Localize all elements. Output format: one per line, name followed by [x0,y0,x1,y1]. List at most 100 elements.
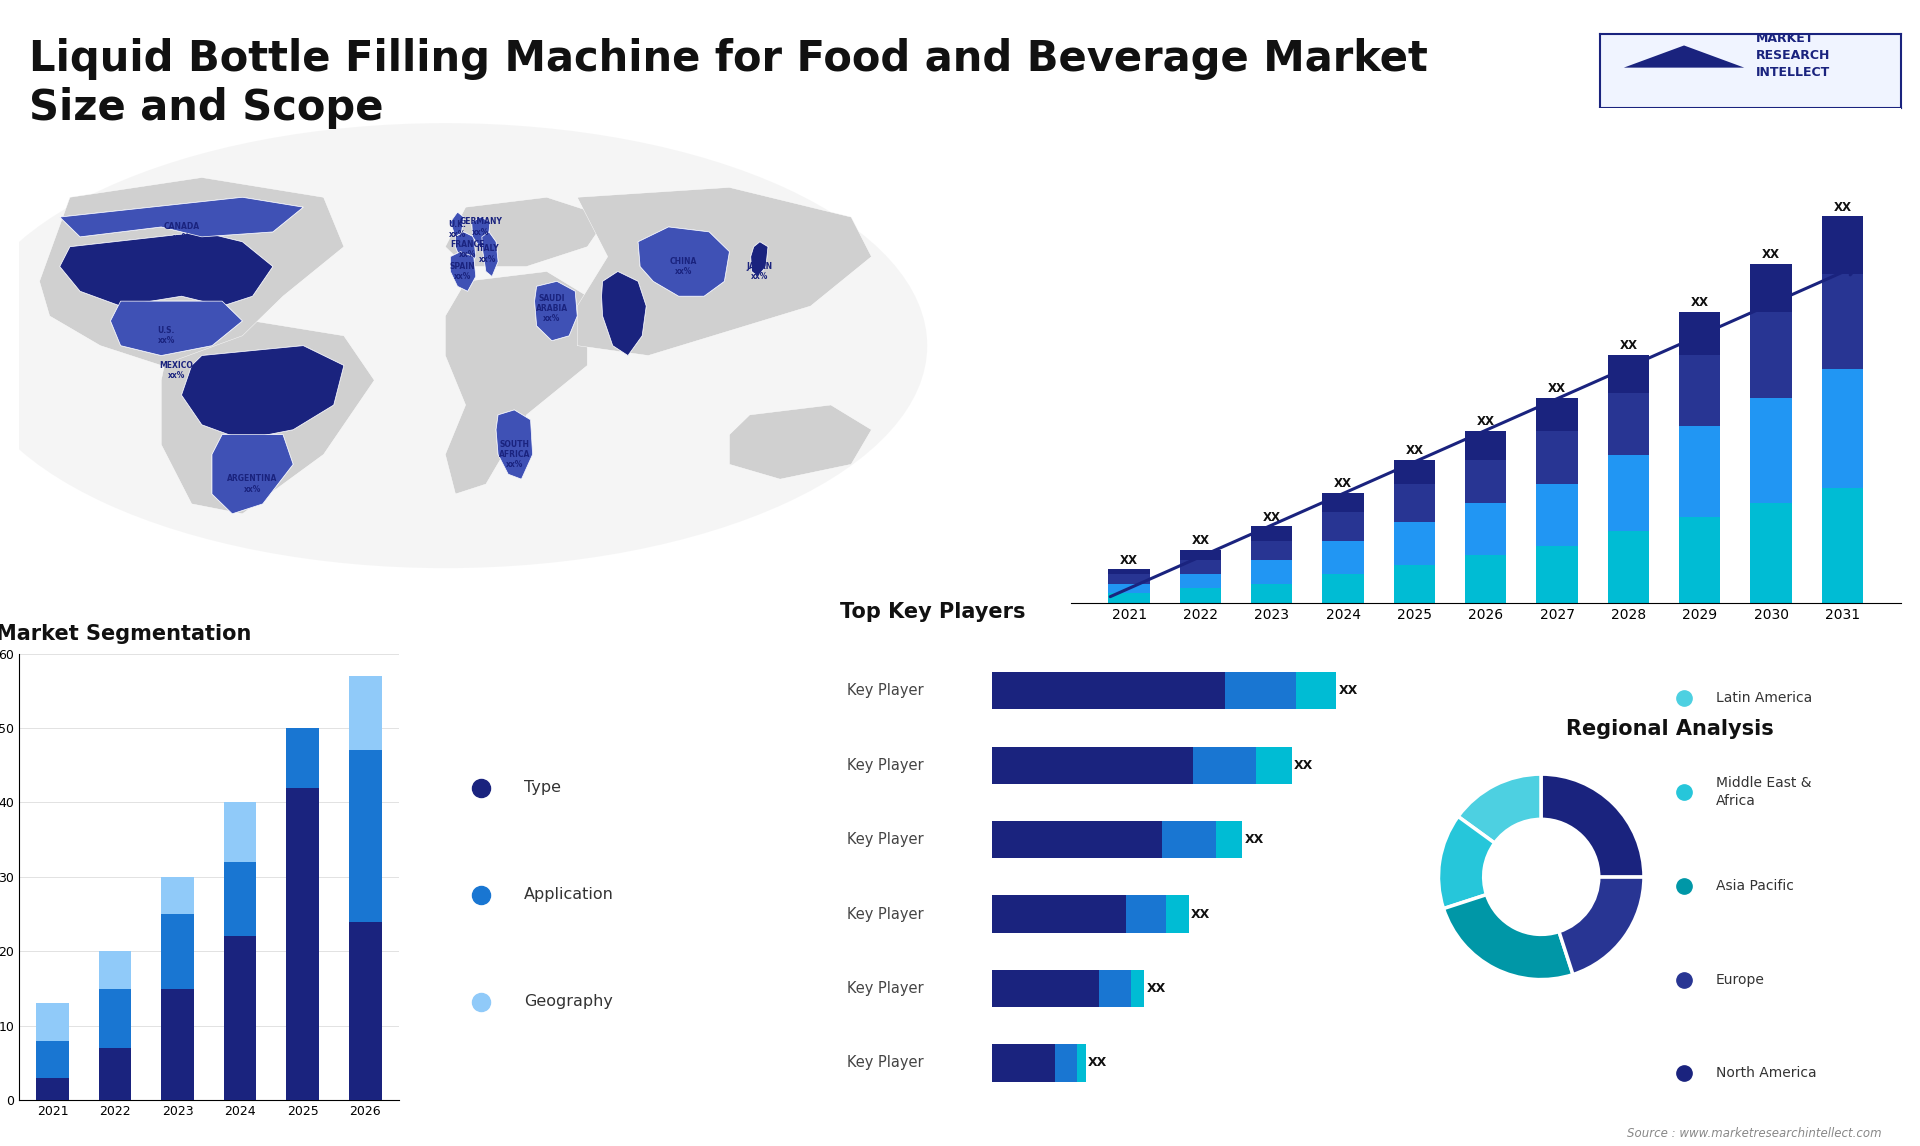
Polygon shape [182,346,344,440]
Bar [1323,493,1363,512]
Polygon shape [451,212,463,237]
Bar [1607,455,1649,532]
Polygon shape [482,231,497,276]
Polygon shape [637,227,730,296]
Text: Key Player: Key Player [847,832,924,847]
Bar [1680,517,1720,603]
Polygon shape [451,252,476,291]
Bar [1680,426,1720,517]
Bar [1323,574,1363,603]
Bar [1215,821,1242,858]
Text: Key Player: Key Player [847,906,924,921]
Text: Liquid Bottle Filling Machine for Food and Beverage Market
Size and Scope: Liquid Bottle Filling Machine for Food a… [29,38,1427,128]
Polygon shape [482,231,497,276]
Ellipse shape [0,123,927,568]
Polygon shape [601,272,647,355]
Text: XX: XX [1192,534,1210,548]
Bar [1607,532,1649,603]
Bar [286,787,319,1100]
Wedge shape [1457,774,1542,843]
Bar [161,989,194,1100]
Text: Key Player: Key Player [847,1055,924,1070]
Polygon shape [60,231,273,306]
Bar [1465,503,1507,555]
Bar [161,915,194,989]
Polygon shape [730,405,872,479]
Bar [1751,503,1791,603]
Bar [1225,673,1296,709]
Polygon shape [161,316,374,513]
Text: XX: XX [1476,415,1496,429]
Bar [1252,526,1292,541]
Text: XX: XX [1548,382,1567,395]
Bar [1822,274,1862,369]
Bar [1822,488,1862,603]
Bar [349,751,382,921]
Bar [1822,369,1862,488]
Bar [1465,555,1507,603]
Bar [225,936,257,1100]
Polygon shape [495,410,532,479]
Text: JAPAN
xx%: JAPAN xx% [747,261,774,281]
Bar [36,1078,69,1100]
Bar [1751,398,1791,503]
Bar [1167,895,1188,933]
Bar [1252,541,1292,560]
Bar [1323,512,1363,541]
Bar [1108,583,1150,594]
Text: Europe: Europe [1716,973,1764,987]
Text: North America: North America [1716,1067,1816,1081]
Text: GERMANY
xx%: GERMANY xx% [459,218,503,237]
Bar [1108,574,1150,583]
Bar [1194,746,1256,784]
Text: MEXICO
xx%: MEXICO xx% [159,361,194,380]
Text: XX: XX [1263,511,1281,524]
Bar [1127,895,1167,933]
Polygon shape [182,346,344,440]
Polygon shape [60,197,303,237]
Polygon shape [445,197,607,267]
Bar [1131,970,1144,1007]
Text: Top Key Players: Top Key Players [841,603,1025,622]
Bar [1108,594,1150,603]
Bar [286,728,319,787]
Polygon shape [751,242,768,276]
Bar [993,821,1162,858]
Bar [1323,541,1363,574]
Bar [1054,1044,1077,1082]
Bar [1296,673,1336,709]
Text: XX: XX [1405,444,1423,457]
Polygon shape [534,282,578,340]
Bar [1394,484,1434,521]
Polygon shape [451,212,463,237]
Wedge shape [1559,877,1644,974]
Text: XX: XX [1119,554,1139,566]
Text: XX: XX [1619,339,1638,352]
Bar [36,1041,69,1078]
Title: Regional Analysis: Regional Analysis [1567,719,1774,738]
Bar [100,1049,131,1100]
Polygon shape [472,217,490,246]
Text: XX: XX [1338,684,1357,697]
Bar [1751,264,1791,312]
Bar [36,1004,69,1041]
Wedge shape [1444,895,1572,980]
Wedge shape [1542,774,1644,877]
Text: ITALY
xx%: ITALY xx% [476,244,499,264]
Polygon shape [578,188,872,355]
Polygon shape [455,231,476,267]
Polygon shape [40,178,344,366]
Polygon shape [472,217,490,246]
Polygon shape [601,272,647,355]
Polygon shape [534,282,578,340]
Text: XX: XX [1834,201,1851,213]
Bar [1179,560,1221,574]
Bar [1100,970,1131,1007]
Text: CANADA
xx%: CANADA xx% [163,222,200,242]
Bar [1077,1044,1087,1082]
Text: XX: XX [1244,833,1263,846]
Text: Geography: Geography [524,995,612,1010]
Polygon shape [495,410,532,479]
Bar [993,1044,1054,1082]
Bar [1179,589,1221,603]
